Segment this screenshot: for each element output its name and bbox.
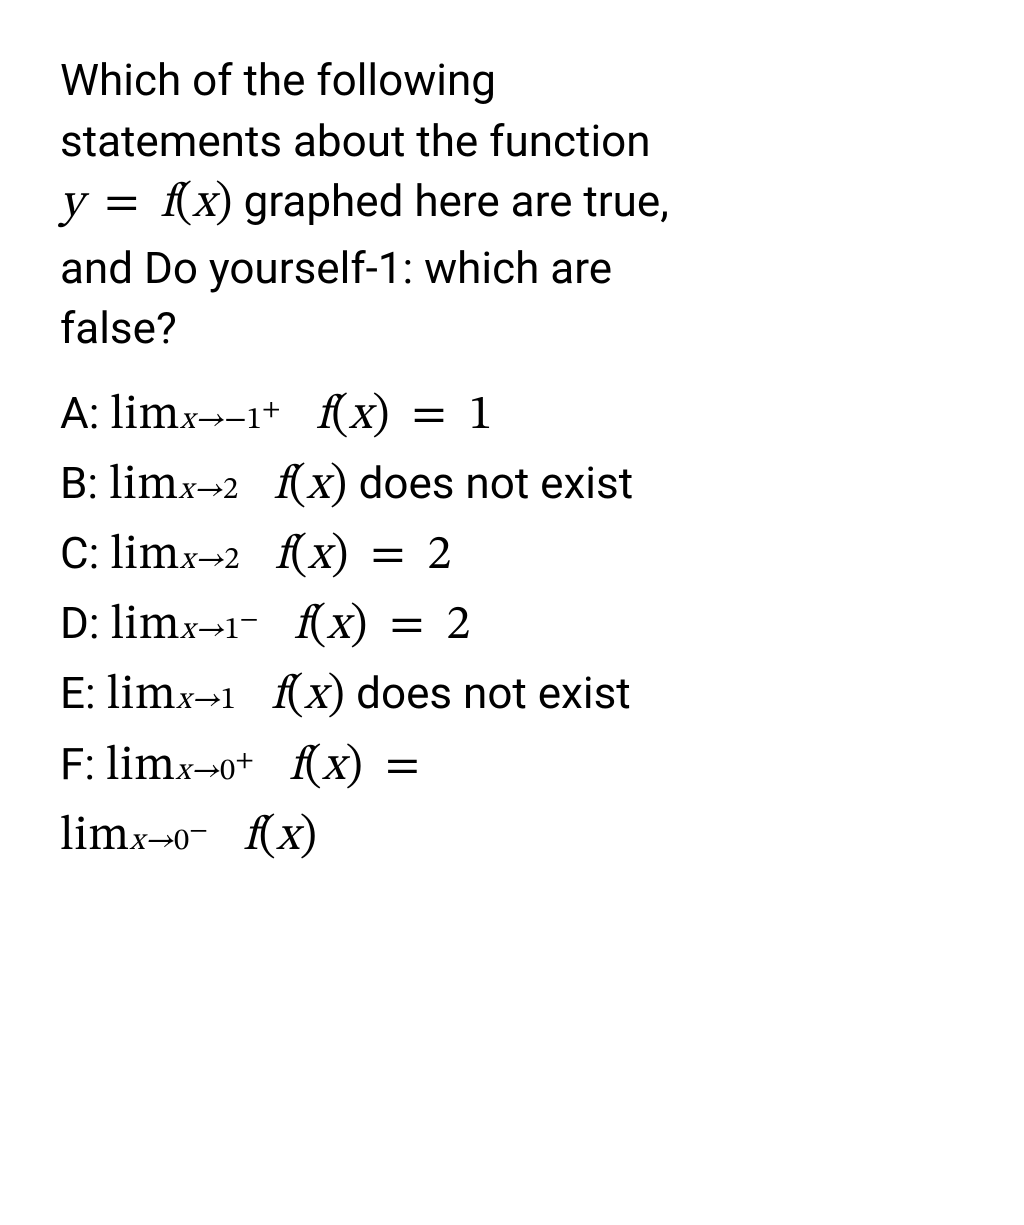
sub-xarrow: x→ bbox=[176, 685, 220, 716]
option-label: C: bbox=[60, 521, 99, 585]
lim-sub: x→2 bbox=[179, 475, 239, 506]
sub-side: + bbox=[235, 748, 254, 774]
page: Which of the following statements about … bbox=[0, 0, 1024, 912]
option-label: E: bbox=[60, 661, 96, 725]
question-line1: Which of the following bbox=[60, 54, 496, 106]
option-expr: limx→2 f(x) = 2 bbox=[110, 521, 452, 591]
sub-xarrow: x→ bbox=[180, 615, 224, 646]
lim-sub: x→0+ bbox=[176, 756, 254, 787]
space bbox=[248, 672, 260, 720]
fx: f bbox=[243, 813, 258, 861]
sub-side: − bbox=[189, 818, 208, 844]
sub-side: − bbox=[240, 608, 259, 634]
option-expr: limx→−1+ f(x) = 1 bbox=[110, 381, 493, 451]
option-tail: does not exist bbox=[348, 457, 633, 509]
sub-target: −1 bbox=[224, 405, 262, 436]
sub-target: 1 bbox=[224, 615, 239, 646]
space bbox=[220, 813, 232, 861]
option-label: D: bbox=[60, 591, 100, 655]
space bbox=[251, 532, 263, 580]
question-fn: y = f(x) bbox=[60, 180, 244, 228]
equals: = bbox=[361, 532, 416, 580]
option-C: C: limx→2 f(x) = 2 bbox=[60, 521, 974, 591]
fx: f bbox=[289, 743, 304, 791]
question-line5: false? bbox=[60, 302, 177, 354]
option-E: E: limx→1 f(x) does not exist bbox=[60, 661, 974, 731]
lim-sub: x→1 bbox=[176, 685, 236, 716]
option-tail: does not exist bbox=[345, 667, 630, 719]
fx: f bbox=[275, 532, 290, 580]
fx: f bbox=[271, 672, 286, 720]
space bbox=[292, 392, 304, 440]
rhs: 1 bbox=[469, 392, 493, 440]
equals-sign: = bbox=[94, 180, 149, 228]
option-expr: limx→1 f(x) bbox=[107, 661, 346, 731]
lim-sub: x→0− bbox=[130, 826, 208, 857]
question-line2: statements about the function bbox=[60, 115, 651, 167]
lim-word: lim bbox=[110, 381, 180, 451]
fn-rhs: f(x) bbox=[160, 180, 232, 228]
sub-xarrow: x→ bbox=[176, 756, 220, 787]
equals: = bbox=[380, 602, 435, 650]
lim-word: lim bbox=[109, 451, 179, 521]
lim-sub: x→1− bbox=[180, 615, 258, 646]
fn-lhs: y bbox=[60, 180, 83, 228]
sub-target: 1 bbox=[221, 685, 236, 716]
option-label: B: bbox=[60, 451, 98, 515]
option-expr: limx→1− f(x) = 2 bbox=[110, 591, 470, 661]
option-D: D: limx→1− f(x) = 2 bbox=[60, 591, 974, 661]
sub-xarrow: x→ bbox=[179, 475, 223, 506]
equals: = bbox=[375, 743, 430, 791]
option-expr-line1: limx→0+ f(x) = bbox=[106, 732, 430, 802]
option-label: A: bbox=[60, 381, 99, 445]
lim-word: lim bbox=[106, 732, 176, 802]
sub-side: + bbox=[262, 398, 281, 424]
rhs: 2 bbox=[428, 532, 452, 580]
sub-target: 2 bbox=[224, 545, 239, 576]
option-expr-line2: limx→0− f(x) bbox=[60, 802, 317, 872]
lim-word: lim bbox=[110, 591, 180, 661]
sub-target: 2 bbox=[223, 475, 238, 506]
lim-word: lim bbox=[60, 802, 130, 872]
lim-word: lim bbox=[110, 521, 180, 591]
option-F: F: limx→0+ f(x) = limx→0− f(x) bbox=[60, 732, 974, 872]
sub-target: 0 bbox=[174, 826, 189, 857]
sub-xarrow: x→ bbox=[180, 405, 224, 436]
fx: f bbox=[294, 602, 309, 650]
option-A: A: limx→−1+ f(x) = 1 bbox=[60, 381, 974, 451]
space bbox=[270, 602, 282, 650]
question-stem: Which of the following statements about … bbox=[60, 50, 974, 359]
sub-target: 0 bbox=[220, 756, 235, 787]
equals: = bbox=[402, 392, 457, 440]
space bbox=[250, 462, 262, 510]
option-expr: limx→2 f(x) bbox=[109, 451, 348, 521]
question-line4: and Do yourself-1: which are bbox=[60, 242, 612, 294]
lim-sub: x→2 bbox=[180, 545, 240, 576]
rhs: 2 bbox=[446, 602, 470, 650]
sub-xarrow: x→ bbox=[180, 545, 224, 576]
space bbox=[266, 743, 278, 791]
lim-sub: x→−1+ bbox=[180, 405, 281, 436]
option-label: F: bbox=[60, 732, 95, 796]
lim-word: lim bbox=[107, 661, 177, 731]
fx: f bbox=[274, 462, 289, 510]
fx: f bbox=[316, 392, 331, 440]
options-list: A: limx→−1+ f(x) = 1 B: limx→2 f(x) does… bbox=[60, 381, 974, 872]
option-B: B: limx→2 f(x) does not exist bbox=[60, 451, 974, 521]
question-line3-tail: graphed here are true, bbox=[244, 175, 669, 227]
sub-xarrow: x→ bbox=[130, 826, 174, 857]
